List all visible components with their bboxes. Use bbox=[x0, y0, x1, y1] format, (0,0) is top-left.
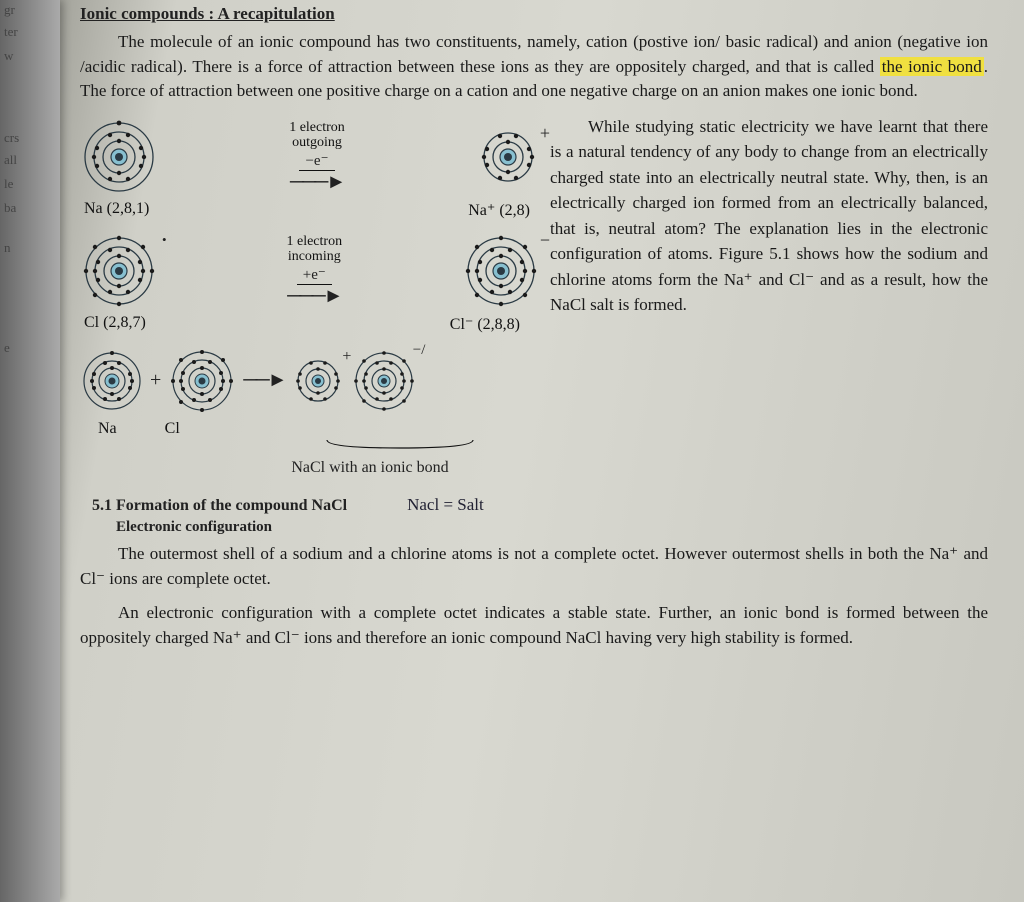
margin-fragment: e bbox=[4, 340, 10, 356]
handwritten-annotation: Nacl = Salt bbox=[407, 495, 484, 515]
charge-minus: − bbox=[540, 230, 550, 251]
arrow-right-icon: ──► bbox=[243, 369, 285, 392]
electron-change: +e⁻ bbox=[297, 265, 332, 285]
margin-fragment: ter bbox=[4, 24, 18, 40]
brace-icon bbox=[325, 438, 475, 452]
margin-fragment: gr bbox=[4, 2, 15, 18]
para-text: The molecule of an ionic compound has tw… bbox=[80, 32, 988, 76]
margin-fragment: n bbox=[4, 240, 11, 256]
margin-fragment: all bbox=[4, 152, 17, 168]
para-text: While studying static electricity we hav… bbox=[550, 114, 988, 318]
sodium-atom-small-icon bbox=[80, 349, 144, 413]
section-title: Ionic compounds : A recapitulation bbox=[80, 4, 1000, 24]
sodium-cation-icon bbox=[476, 125, 540, 189]
cl-label: Cl bbox=[165, 420, 180, 438]
chlorine-atom-icon bbox=[80, 232, 158, 310]
textbook-page: gr ter w crs all le ba n e Ionic compoun… bbox=[0, 0, 1024, 902]
octet-paragraph-2: An electronic configuration with a compl… bbox=[80, 601, 988, 650]
intro-paragraph: The molecule of an ionic compound has tw… bbox=[80, 30, 988, 104]
chloride-config-label: Cl⁻ (2,8,8) bbox=[450, 314, 520, 334]
margin-fragment: crs bbox=[4, 130, 19, 146]
charge-plus: + bbox=[540, 123, 550, 144]
highlighted-term: the ionic bond bbox=[880, 57, 984, 76]
plus-sign: + bbox=[150, 369, 161, 392]
label: incoming bbox=[288, 249, 341, 264]
page-content: Ionic compounds : A recapitulation The m… bbox=[80, 4, 1000, 660]
chlorine-atom-small-icon bbox=[167, 346, 237, 416]
chlorine-ionization-row: • 1 electronincoming +e⁻ ───► bbox=[80, 232, 540, 310]
sodium-ionization-row: 1 electronoutgoing −e⁻ ───► bbox=[80, 118, 540, 196]
charge-minus: −/ bbox=[413, 342, 426, 359]
subsection-subheading: Electronic configuration bbox=[116, 519, 1000, 536]
arrow-right-icon: ───► bbox=[164, 171, 470, 194]
nacl-formation-row: + bbox=[80, 346, 540, 416]
subsection-heading: 5.1 Formation of the compound NaCl bbox=[92, 497, 347, 515]
margin-fragment: le bbox=[4, 176, 13, 192]
sodium-atom-icon bbox=[80, 118, 158, 196]
diagram-and-text-row: 1 electronoutgoing −e⁻ ───► bbox=[80, 114, 1000, 477]
sodium-cation-config-label: Na⁺ (2,8) bbox=[468, 200, 530, 220]
nacl-sodium-icon bbox=[291, 354, 345, 408]
ionic-diagram: 1 electronoutgoing −e⁻ ───► bbox=[80, 114, 550, 477]
arrow-right-icon: ───► bbox=[173, 285, 456, 308]
charge-plus: + bbox=[342, 348, 351, 366]
sodium-config-label: Na (2,8,1) bbox=[84, 200, 149, 220]
nacl-chloride-icon bbox=[351, 348, 417, 414]
label: 1 electron bbox=[289, 120, 345, 135]
na-label: Na bbox=[98, 420, 117, 438]
margin-fragment: w bbox=[4, 48, 13, 64]
explanation-paragraph: While studying static electricity we hav… bbox=[550, 114, 1000, 318]
label: 1 electron bbox=[286, 234, 342, 249]
octet-paragraph-1: The outermost shell of a sodium and a ch… bbox=[80, 542, 988, 591]
chloride-anion-icon bbox=[462, 232, 540, 310]
nacl-caption: NaCl with an ionic bond bbox=[200, 459, 540, 477]
margin-fragment: ba bbox=[4, 200, 16, 216]
electron-change: −e⁻ bbox=[299, 151, 334, 171]
label: outgoing bbox=[292, 135, 342, 150]
chlorine-config-label: Cl (2,8,7) bbox=[84, 314, 146, 334]
